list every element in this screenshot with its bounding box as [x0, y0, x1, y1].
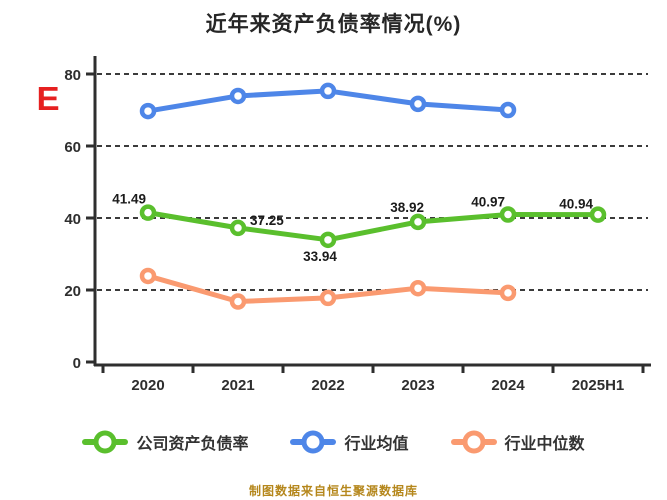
legend-label-industry-median: 行业中位数: [504, 436, 585, 453]
chart-legend: 公司资产负债率 行业均值 行业中位数: [0, 430, 667, 454]
legend-item-industry-median[interactable]: 行业中位数: [450, 430, 585, 454]
svg-text:2025H1: 2025H1: [572, 377, 625, 394]
svg-text:2023: 2023: [401, 377, 434, 394]
svg-text:41.49: 41.49: [112, 192, 146, 207]
svg-text:37.25: 37.25: [250, 213, 284, 228]
legend-label-company-ratio: 公司资产负债率: [136, 436, 249, 453]
red-e-badge: E: [36, 80, 60, 117]
legend-marker-orange-icon: [450, 430, 497, 454]
svg-text:40.94: 40.94: [559, 197, 593, 212]
svg-text:40: 40: [64, 211, 81, 228]
svg-text:2021: 2021: [221, 377, 254, 394]
svg-text:2024: 2024: [491, 377, 525, 394]
legend-label-industry-mean: 行业均值: [344, 436, 409, 453]
svg-text:33.94: 33.94: [303, 249, 337, 264]
svg-text:2022: 2022: [311, 377, 344, 394]
legend-item-industry-mean[interactable]: 行业均值: [290, 430, 409, 454]
legend-marker-blue-icon: [290, 430, 337, 454]
legend-marker-green-icon: [82, 430, 129, 454]
svg-text:60: 60: [64, 139, 81, 156]
svg-text:80: 80: [64, 67, 81, 84]
footer-source-note: 制图数据来自恒生聚源数据库: [248, 484, 418, 498]
line-chart-plot: 0 20 40 60 80 2020 2021 2022 2023 2024 2025H1 41.49…: [64, 56, 651, 394]
svg-text:38.92: 38.92: [390, 200, 424, 215]
svg-text:20: 20: [64, 283, 81, 300]
legend-item-company-ratio[interactable]: 公司资产负债率: [82, 430, 248, 454]
chart-title: 近年来资产负债率情况(%): [205, 13, 462, 36]
svg-text:2020: 2020: [131, 377, 164, 394]
svg-text:40.97: 40.97: [471, 195, 505, 210]
svg-text:0: 0: [73, 355, 81, 372]
